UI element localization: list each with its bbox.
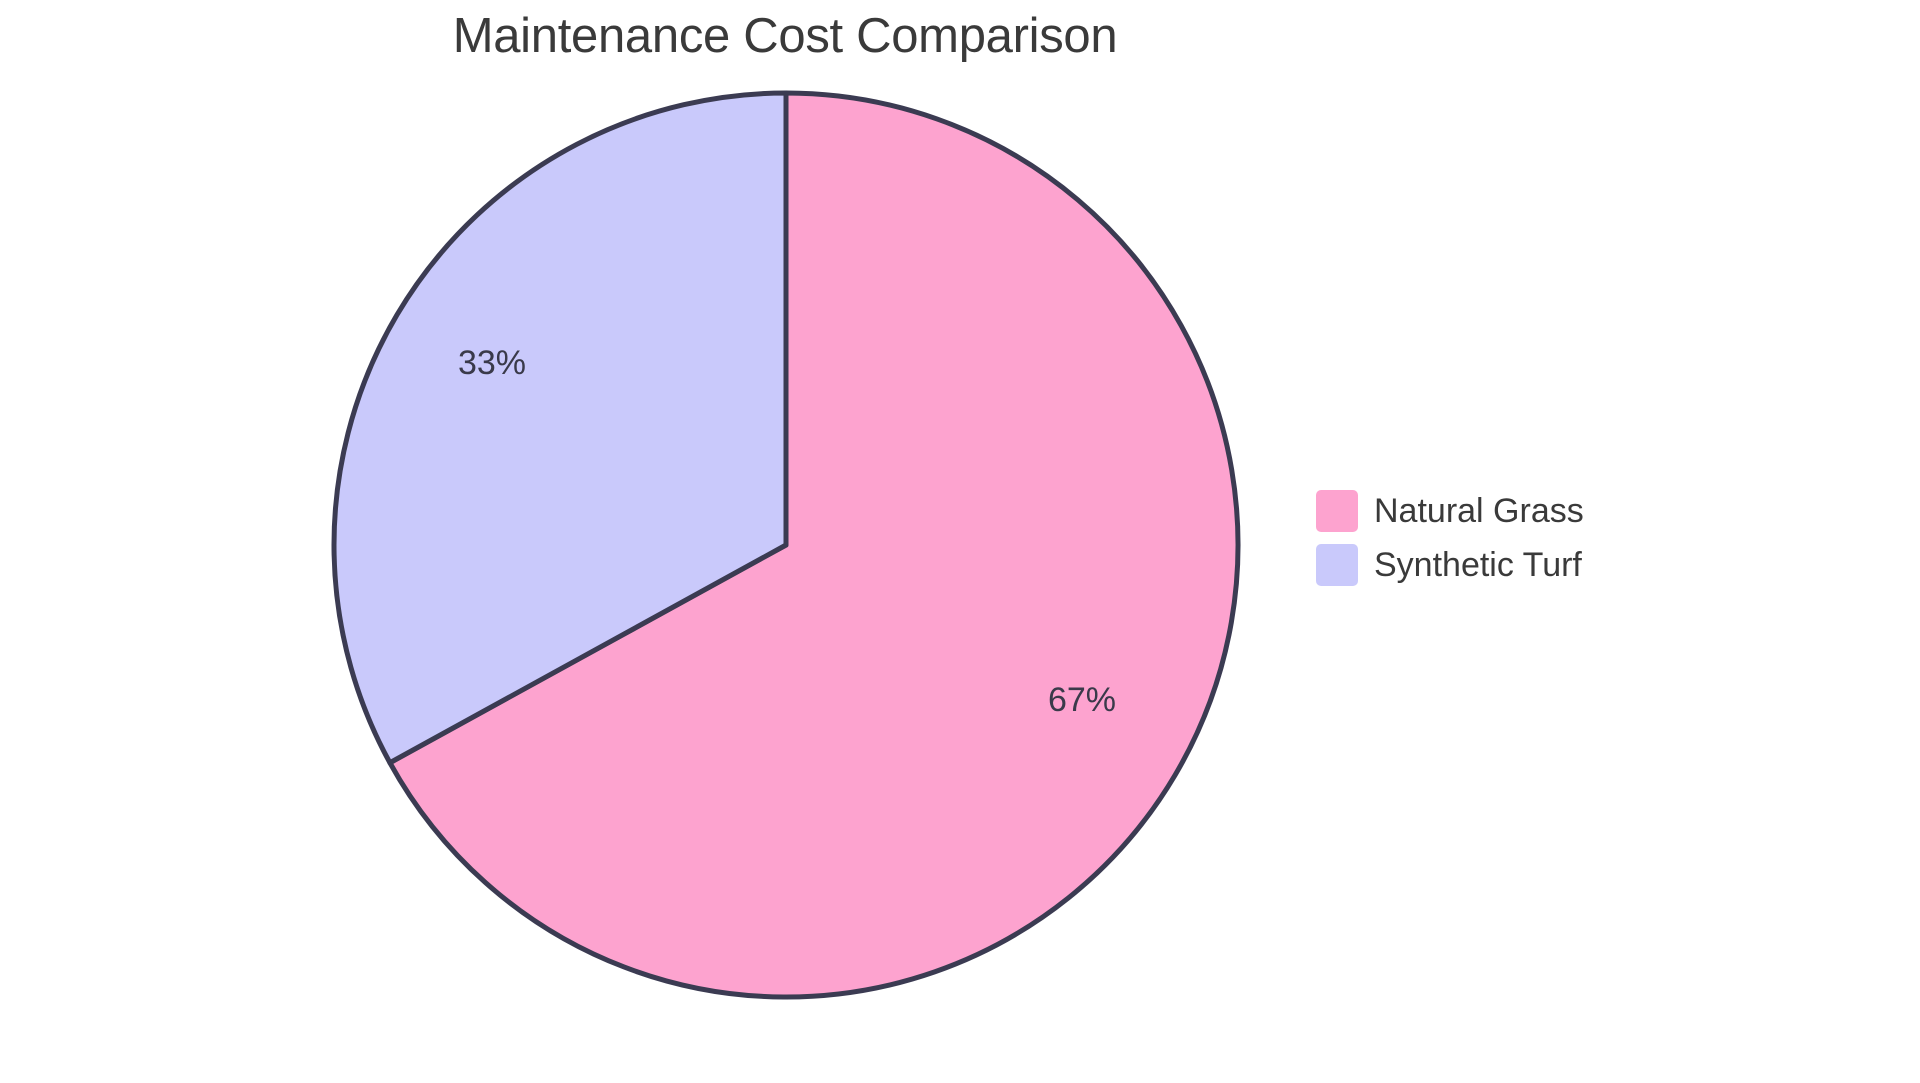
pie-slices: [331, 90, 1241, 1000]
page-title: Maintenance Cost Comparison: [452, 9, 1118, 63]
legend-swatch-natural-grass: [1316, 490, 1358, 532]
legend-label-natural-grass: Natural Grass: [1374, 492, 1584, 530]
legend-label-synthetic-turf: Synthetic Turf: [1374, 546, 1582, 584]
legend-swatch-synthetic-turf: [1316, 544, 1358, 586]
pie-slice-label-synthetic-turf: 33%: [458, 344, 526, 382]
pie-slice-labels: 67% 33%: [458, 344, 1116, 719]
pie-slice-label-natural-grass: 67%: [1048, 681, 1116, 719]
pie-slice-synthetic-turf[interactable]: [331, 90, 789, 766]
legend-item-natural-grass[interactable]: Natural Grass: [1316, 490, 1584, 532]
legend-item-synthetic-turf[interactable]: Synthetic Turf: [1316, 544, 1584, 586]
chart-legend: Natural Grass Synthetic Turf: [1316, 490, 1584, 586]
pie-slice-natural-grass[interactable]: [387, 90, 1241, 1000]
